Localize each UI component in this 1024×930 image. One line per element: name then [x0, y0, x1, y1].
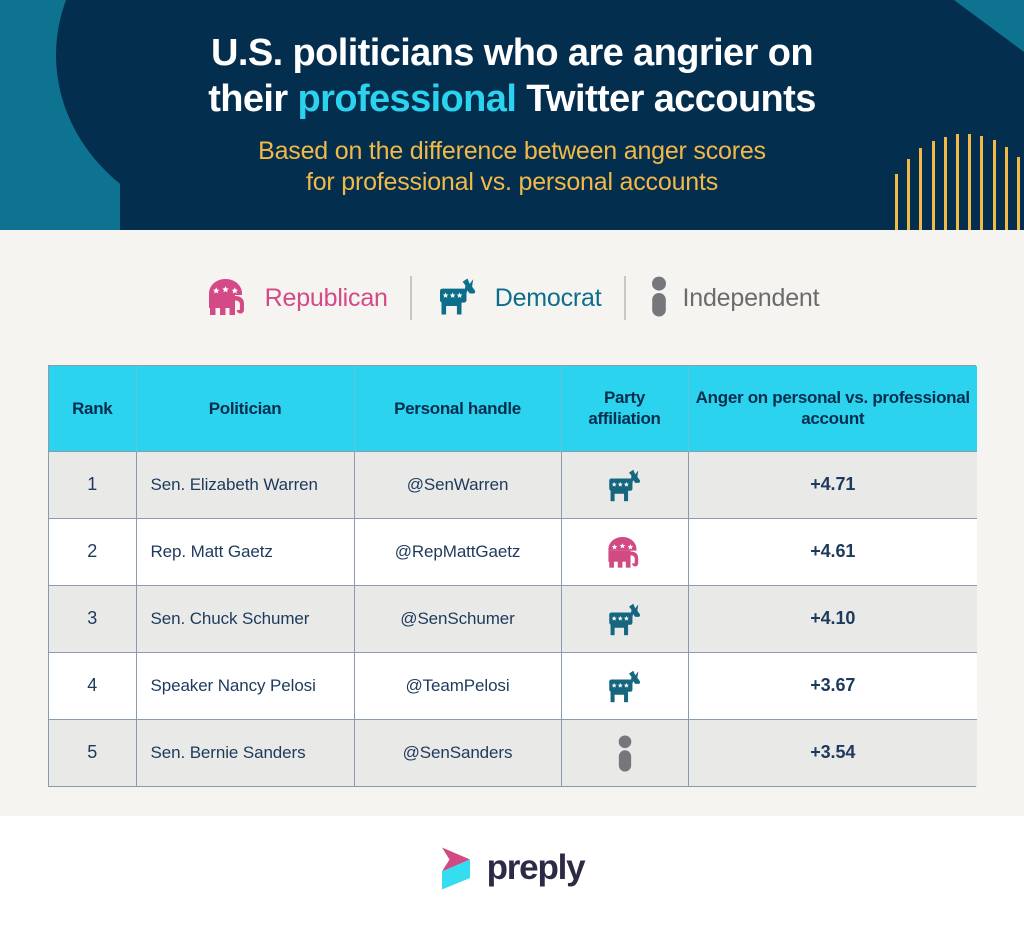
cell-politician: Speaker Nancy Pelosi	[136, 651, 355, 719]
column-header-party-affiliation[interactable]: Party affiliation	[561, 366, 689, 451]
cell-party-affiliation	[561, 718, 689, 786]
cell-personal-handle[interactable]: @SenWarren	[354, 450, 562, 518]
cell-personal-handle[interactable]: @SenSchumer	[354, 584, 562, 652]
cell-rank: 3	[49, 584, 137, 652]
legend-label-independent: Independent	[682, 283, 820, 312]
cell-anger-score: +4.71	[688, 450, 977, 518]
cell-party-affiliation	[561, 651, 689, 719]
elephant-icon	[205, 276, 252, 321]
column-header-rank[interactable]: Rank	[49, 366, 137, 451]
donkey-icon	[562, 601, 688, 637]
cell-anger-score: +3.67	[688, 651, 977, 719]
cell-anger-score: +3.54	[688, 718, 977, 786]
column-header-personal-handle[interactable]: Personal handle	[354, 366, 562, 451]
cell-party-affiliation	[561, 450, 689, 518]
cell-personal-handle[interactable]: @RepMattGaetz	[354, 517, 562, 585]
header-banner: U.S. politicians who are angrier on thei…	[0, 0, 1024, 230]
cell-rank: 2	[49, 517, 137, 585]
cell-party-affiliation	[561, 584, 689, 652]
cell-personal-handle[interactable]: @SenSanders	[354, 718, 562, 786]
legend-item-independent[interactable]: Independent	[626, 275, 842, 322]
cell-anger-score: +4.61	[688, 517, 977, 585]
cell-rank: 1	[49, 450, 137, 518]
cell-politician: Rep. Matt Gaetz	[136, 517, 355, 585]
table-row[interactable]: 5 Sen. Bernie Sanders @SenSanders +3.54	[49, 718, 977, 786]
cell-anger-score: +4.10	[688, 584, 977, 652]
header-navy-blob	[56, 0, 1024, 230]
legend-divider-2	[623, 276, 626, 320]
title-line-2-suffix: Twitter accounts	[516, 78, 816, 120]
cell-party-affiliation	[561, 517, 689, 585]
cell-rank: 5	[49, 718, 137, 786]
preply-logo-icon[interactable]	[440, 846, 474, 890]
table-row[interactable]: 4 Speaker Nancy Pelosi @TeamPelosi +3.67	[49, 651, 977, 719]
table-body: 1 Sen. Elizabeth Warren @SenWarren +4.71 2 Re…	[49, 450, 977, 786]
cell-personal-handle[interactable]: @TeamPelosi	[354, 651, 562, 719]
table-row[interactable]: 1 Sen. Elizabeth Warren @SenWarren +4.71	[49, 450, 977, 518]
donkey-icon	[562, 467, 688, 503]
column-header-politician[interactable]: Politician	[136, 366, 355, 451]
column-header-anger-score[interactable]: Anger on personal vs. professional accou…	[688, 366, 977, 451]
legend-label-republican: Republican	[264, 283, 388, 312]
title-line-1: U.S. politicians who are angrier on	[211, 32, 814, 74]
table-header: Rank Politician Personal handle Party af…	[49, 366, 977, 451]
legend-item-democrat[interactable]: Democrat	[412, 276, 624, 321]
gold-arc-decoration	[884, 130, 1024, 230]
cell-politician: Sen. Bernie Sanders	[136, 718, 355, 786]
footer-branding: preply	[0, 838, 1024, 898]
page-subtitle: Based on the difference between anger sc…	[0, 122, 1024, 198]
person-icon	[648, 275, 670, 322]
legend-divider-1	[409, 276, 412, 320]
person-icon	[562, 734, 688, 772]
legend-item-republican[interactable]: Republican	[183, 276, 410, 321]
brand-name: preply	[486, 848, 586, 887]
title-line-2-prefix: their	[208, 78, 298, 120]
page-title: U.S. politicians who are angrier on thei…	[0, 0, 1024, 122]
ranking-table-container: Rank Politician Personal handle Party af…	[48, 365, 977, 787]
subtitle-line-2: for professional vs. personal accounts	[305, 168, 719, 196]
party-legend: Republican Democrat	[0, 266, 1024, 330]
table-row[interactable]: 2 Rep. Matt Gaetz @RepMattGaetz +4.61	[49, 517, 977, 585]
ranking-table: Rank Politician Personal handle Party af…	[49, 366, 977, 786]
table-header-row: Rank Politician Personal handle Party af…	[49, 366, 977, 451]
cell-politician: Sen. Chuck Schumer	[136, 584, 355, 652]
cell-rank: 4	[49, 651, 137, 719]
cell-politician: Sen. Elizabeth Warren	[136, 450, 355, 518]
table-row[interactable]: 3 Sen. Chuck Schumer @SenSchumer +4.10	[49, 584, 977, 652]
subtitle-line-1: Based on the difference between anger sc…	[258, 137, 766, 165]
elephant-icon	[562, 534, 688, 569]
title-highlight-professional: professional	[297, 78, 517, 120]
donkey-icon	[434, 276, 482, 321]
legend-label-democrat: Democrat	[494, 283, 602, 312]
donkey-icon	[562, 668, 688, 704]
